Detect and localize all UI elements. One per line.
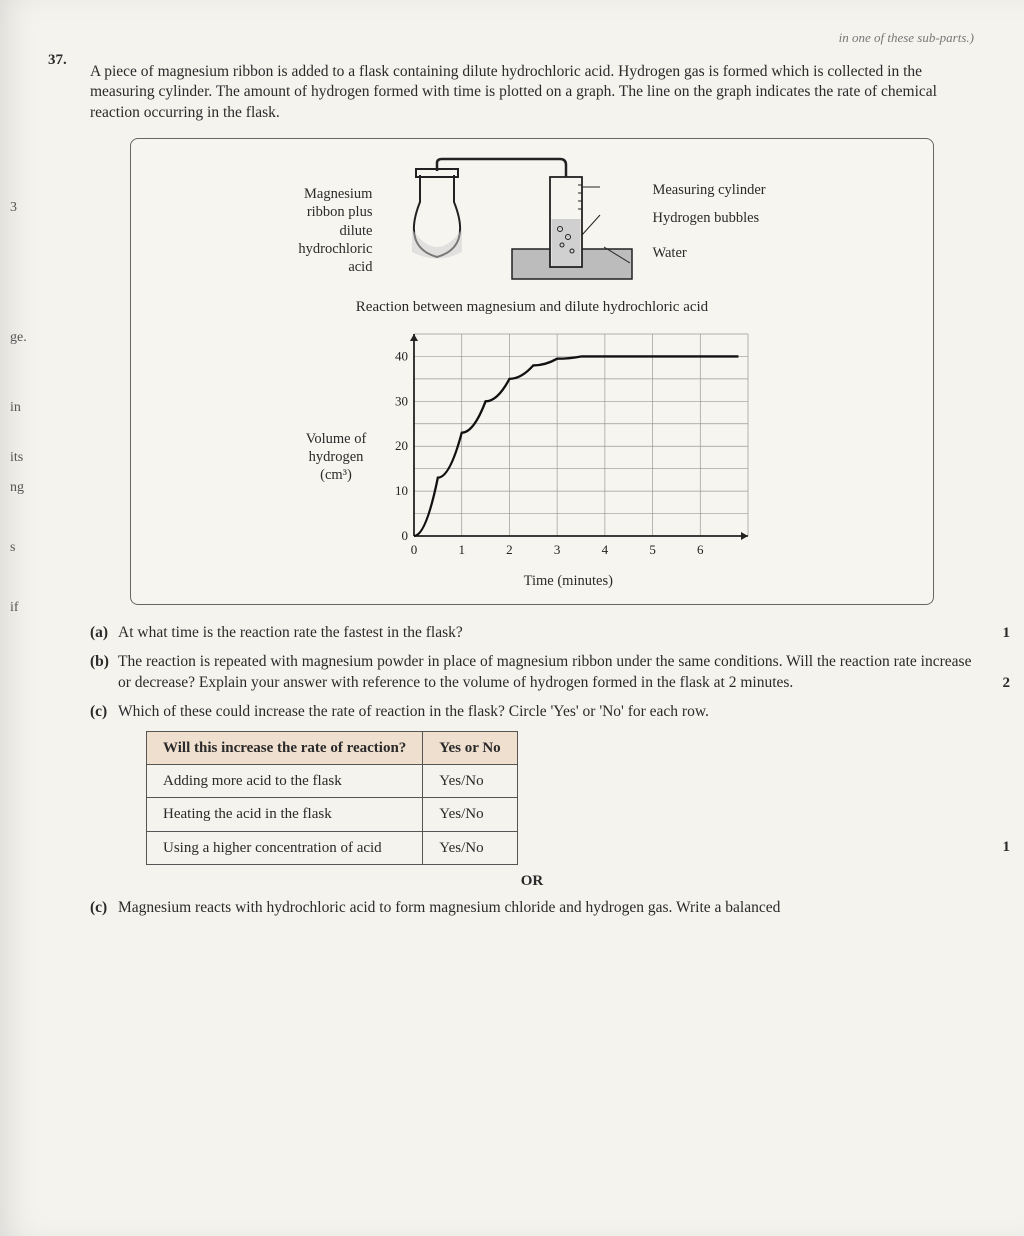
or-divider: OR xyxy=(90,873,974,890)
side-margin-3: 3 xyxy=(10,200,17,216)
sub-questions: (a) At what time is the reaction rate th… xyxy=(90,623,974,865)
figure-box: Magnesium ribbon plus dilute hydrochlori… xyxy=(130,138,934,605)
table-row: Using a higher concentration of acid Yes… xyxy=(147,831,518,864)
margin-frag: s xyxy=(10,540,15,556)
margin-frag: ng xyxy=(10,480,24,496)
sub-c-alt: (c) Magnesium reacts with hydrochloric a… xyxy=(90,898,974,919)
graph-title: Reaction between magnesium and dilute hy… xyxy=(153,299,911,316)
svg-text:0: 0 xyxy=(411,542,418,557)
svg-text:20: 20 xyxy=(395,438,408,453)
marks-b: 2 xyxy=(1003,673,1011,693)
table-row: Heating the acid in the flask Yes/No xyxy=(147,798,518,831)
margin-frag: ge. xyxy=(10,330,27,346)
graph-y-label: Volume of hydrogen (cm³) xyxy=(306,430,367,484)
sub-c: (c) Which of these could increase the ra… xyxy=(90,702,974,865)
sub-questions-alt: (c) Magnesium reacts with hydrochloric a… xyxy=(90,898,974,919)
svg-text:2: 2 xyxy=(506,542,513,557)
question-number: 37. xyxy=(48,52,67,69)
sub-a: (a) At what time is the reaction rate th… xyxy=(90,623,974,644)
sub-b: (b) The reaction is repeated with magnes… xyxy=(90,652,974,694)
table-row: Adding more acid to the flask Yes/No xyxy=(147,765,518,798)
apparatus-svg xyxy=(382,157,642,287)
svg-text:10: 10 xyxy=(395,483,408,498)
flask-label: Magnesium ribbon plus dilute hydrochlori… xyxy=(298,157,372,276)
yes-no-cell[interactable]: Yes/No xyxy=(423,798,517,831)
margin-frag: in xyxy=(10,400,21,416)
question-intro: A piece of magnesium ribbon is added to … xyxy=(90,62,974,125)
cylinder-labels: Measuring cylinder Hydrogen bubbles Wate… xyxy=(652,157,765,261)
table-header-a: Yes or No xyxy=(423,731,517,764)
apparatus-diagram: Magnesium ribbon plus dilute hydrochlori… xyxy=(153,157,911,287)
svg-text:0: 0 xyxy=(402,528,409,543)
table-header-q: Will this increase the rate of reaction? xyxy=(147,731,423,764)
header-hint: in one of these sub-parts.) xyxy=(90,30,974,46)
yes-no-cell[interactable]: Yes/No xyxy=(423,765,517,798)
graph-svg-wrap: 0 10 20 30 40 0 1 2 3 4 5 6 Time (minutes) xyxy=(378,324,758,590)
svg-text:5: 5 xyxy=(650,542,657,557)
margin-frag: its xyxy=(10,450,23,466)
svg-text:4: 4 xyxy=(602,542,609,557)
margin-frag: if xyxy=(10,600,19,616)
marks-a: 1 xyxy=(1003,623,1011,643)
svg-text:1: 1 xyxy=(459,542,466,557)
svg-text:3: 3 xyxy=(554,542,561,557)
svg-text:6: 6 xyxy=(697,542,704,557)
yes-no-cell[interactable]: Yes/No xyxy=(423,831,517,864)
marks-c: 1 xyxy=(1003,837,1011,857)
svg-text:40: 40 xyxy=(395,349,408,364)
graph-svg: 0 10 20 30 40 0 1 2 3 4 5 6 xyxy=(378,324,758,564)
rate-table: Will this increase the rate of reaction?… xyxy=(146,731,518,865)
graph-x-label: Time (minutes) xyxy=(378,573,758,590)
svg-text:30: 30 xyxy=(395,394,408,409)
